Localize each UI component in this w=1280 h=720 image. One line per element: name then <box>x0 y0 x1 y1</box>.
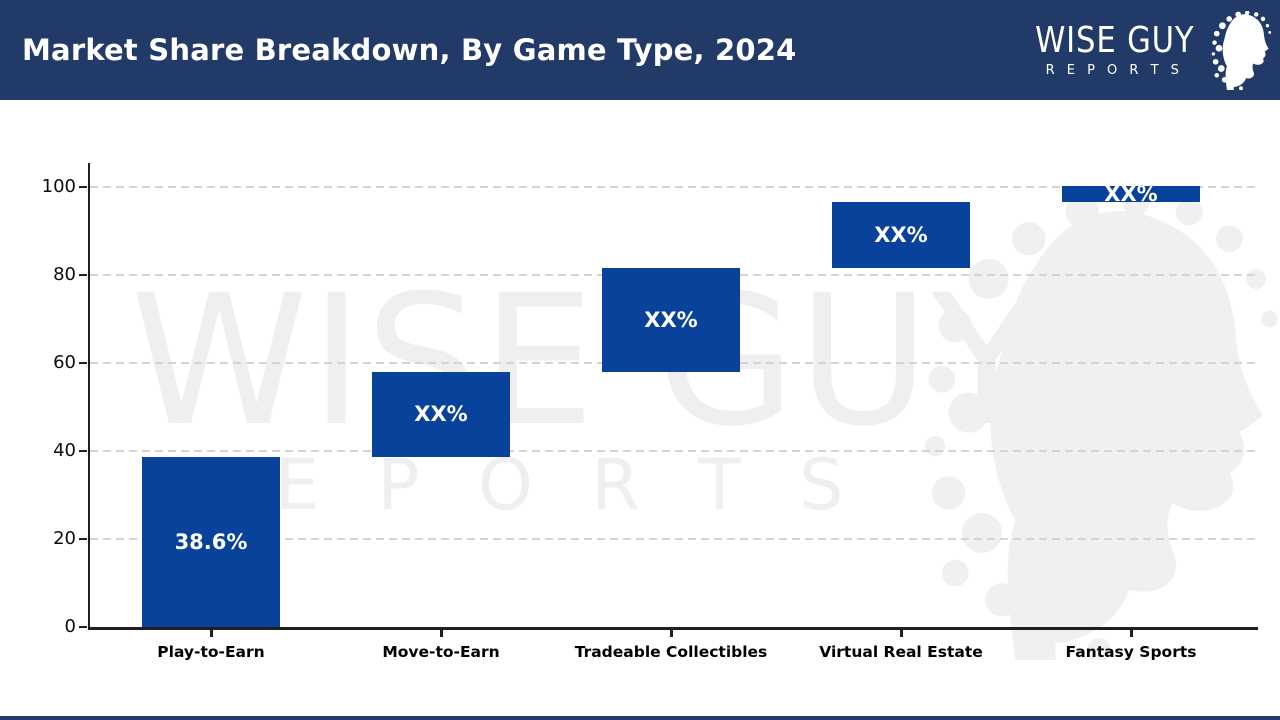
category-label-virtual-real-estate: Virtual Real Estate <box>819 643 983 661</box>
footer-strip <box>0 716 1280 720</box>
bar-label-overflow: XX% <box>1104 182 1158 207</box>
y-tick-80 <box>79 273 87 276</box>
chart-title: Market Share Breakdown, By Game Type, 20… <box>22 33 797 67</box>
y-tick-100 <box>79 185 87 188</box>
bar-label-tradeable-collectibles: XX% <box>644 308 698 333</box>
category-label-tradeable-collectibles: Tradeable Collectibles <box>574 643 768 661</box>
y-tick-60 <box>79 361 87 364</box>
category-label-move-to-earn: Move-to-Earn <box>382 643 500 661</box>
wiseguy-logo: WISE GUY R E P O R T S <box>1021 11 1273 90</box>
y-tick-label-60: 60 <box>53 352 76 373</box>
bar-label-play-to-earn: 38.6% <box>174 530 248 555</box>
gridline-40 <box>90 450 1258 452</box>
logo-wordmark: WISE GUY <box>1034 20 1194 61</box>
logo-reports-text: R E P O R T S <box>1045 63 1183 78</box>
x-tick-play-to-earn <box>210 630 213 637</box>
y-tick-label-100: 100 <box>41 176 76 197</box>
bar-move-to-earn: XX% <box>372 371 510 458</box>
y-tick-label-40: 40 <box>53 440 76 461</box>
y-tick-label-80: 80 <box>53 264 76 285</box>
gridline-20 <box>90 538 1258 540</box>
y-tick-40 <box>79 449 87 452</box>
bar-virtual-real-estate: XX% <box>832 202 970 269</box>
x-tick-tradeable-collectibles <box>670 630 673 637</box>
x-tick-move-to-earn <box>440 630 443 637</box>
y-tick-0 <box>79 625 87 628</box>
y-tick-label-20: 20 <box>53 528 76 549</box>
x-tick-fantasy-sports <box>1130 630 1133 637</box>
bar-fantasy-sports: XX% XX% <box>1062 182 1200 206</box>
gridline-100 <box>90 186 1258 188</box>
y-tick-20 <box>79 537 87 540</box>
x-tick-virtual-real-estate <box>900 630 903 637</box>
wiseguy-head-icon <box>1210 11 1272 90</box>
category-label-play-to-earn: Play-to-Earn <box>157 643 265 661</box>
plot-area: 0 20 40 60 80 100 38.6% Play-to-Earn XX% Move-to-… <box>42 163 1258 661</box>
bar-tradeable-collectibles: XX% <box>602 268 740 372</box>
bar-label-move-to-earn: XX% <box>414 402 468 427</box>
bar-label-virtual-real-estate: XX% <box>874 223 928 248</box>
header: Market Share Breakdown, By Game Type, 20… <box>0 0 1280 100</box>
bar-play-to-earn: 38.6% <box>142 457 280 627</box>
category-label-fantasy-sports: Fantasy Sports <box>1065 643 1197 661</box>
logo-text: WISE GUY R E P O R T S <box>1021 20 1209 78</box>
bar-label-fantasy-sports: XX% XX% <box>1062 181 1200 207</box>
y-tick-label-0: 0 <box>64 616 76 637</box>
